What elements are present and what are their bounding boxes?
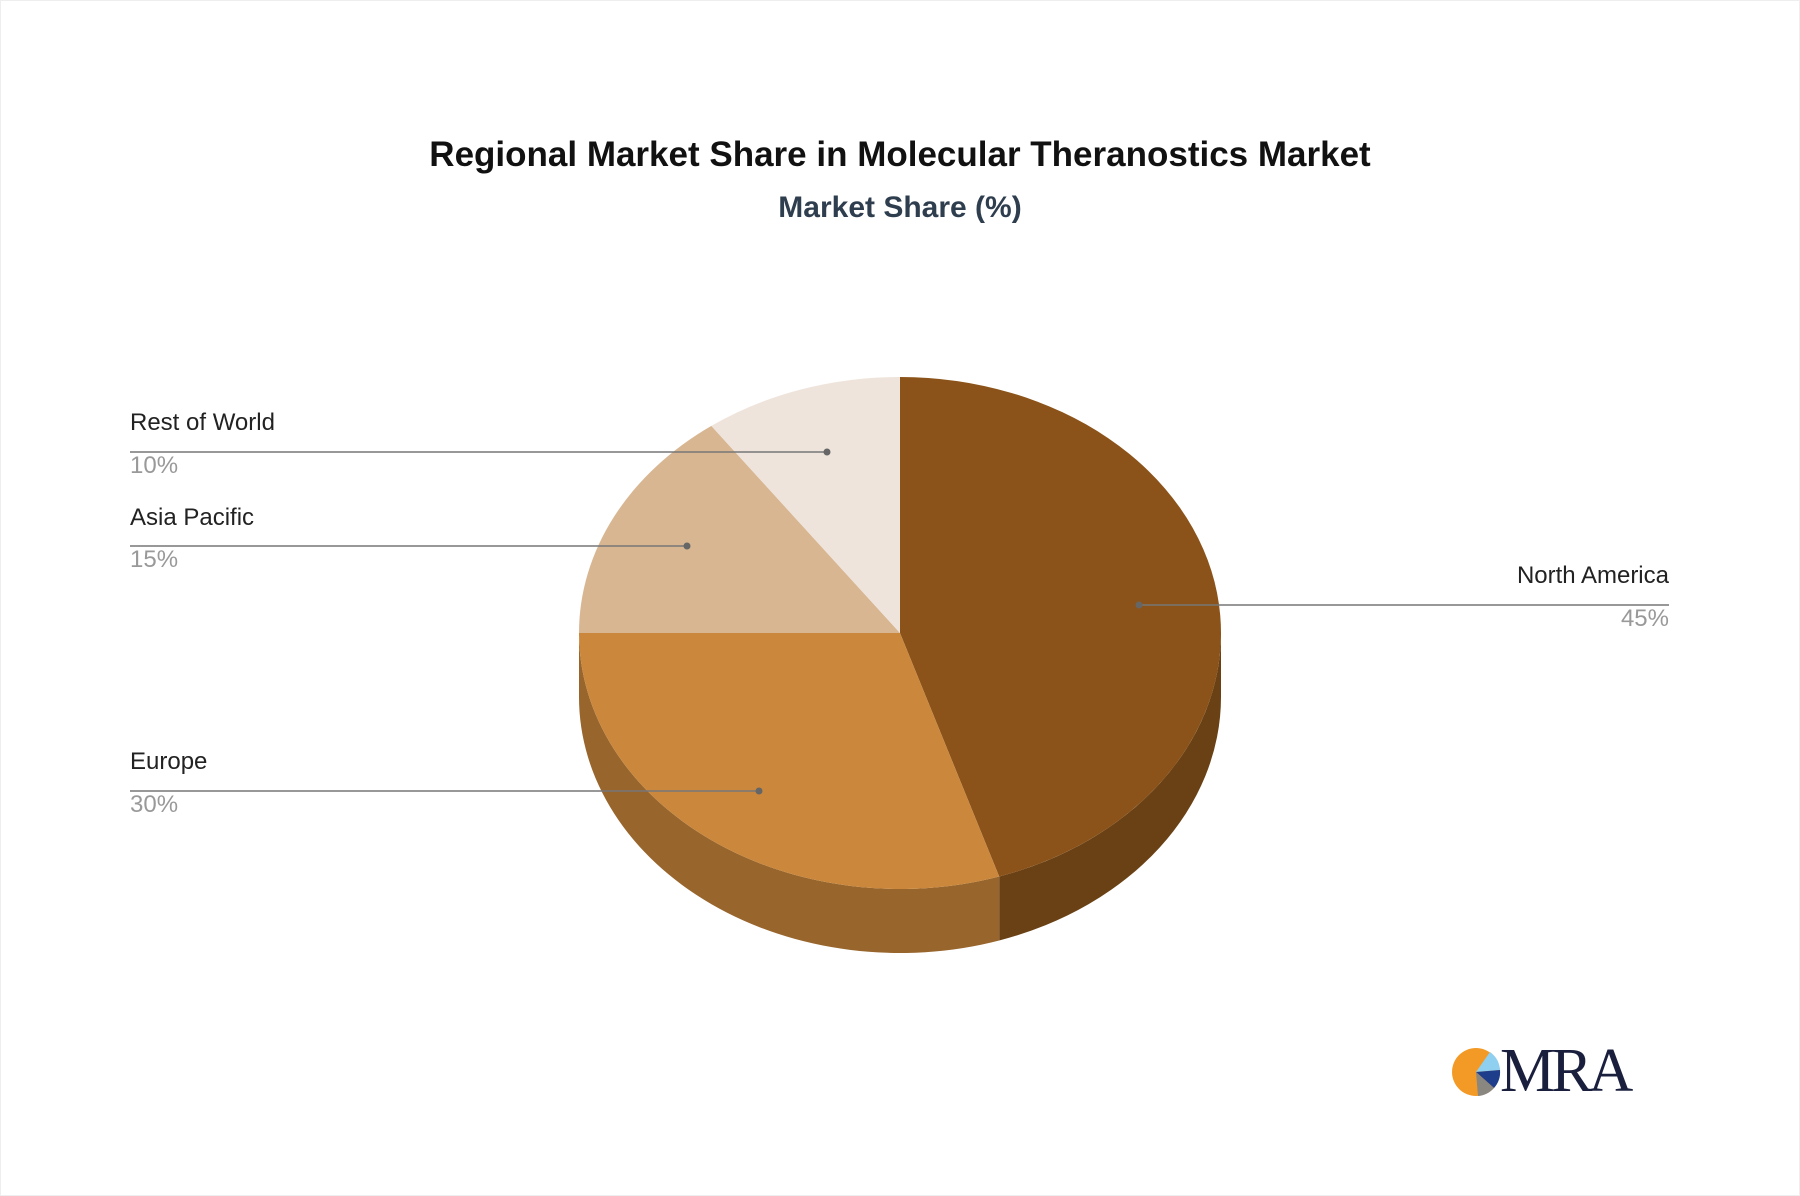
leader-dot-asia-pacific <box>683 542 691 550</box>
pie-slice-rest-of-world[interactable] <box>711 377 900 633</box>
mra-logo: MRA <box>1450 1037 1640 1105</box>
slice-value-rest-of-world: 10% <box>130 452 178 479</box>
pie-slice-north-america[interactable] <box>900 377 1221 877</box>
chart-subtitle: Market Share (%) <box>778 191 1022 224</box>
slice-value-north-america: 45% <box>1621 605 1669 632</box>
logo-text: MRA <box>1500 1037 1633 1105</box>
logo-pie-icon <box>1452 1048 1501 1096</box>
slice-value-europe: 30% <box>130 791 178 818</box>
slice-value-asia-pacific: 15% <box>130 546 178 573</box>
slice-label-europe: Europe <box>130 748 207 775</box>
leader-dot-rest-of-world <box>823 448 831 456</box>
slice-label-north-america: North America <box>1517 562 1670 589</box>
slice-label-asia-pacific: Asia Pacific <box>130 504 254 531</box>
leader-dot-north-america <box>1135 601 1143 609</box>
pie-slice-europe[interactable] <box>578 633 1000 889</box>
leader-dot-europe <box>755 787 763 795</box>
chart-title: Regional Market Share in Molecular Thera… <box>429 135 1371 174</box>
pie-side-north-america <box>999 633 1221 941</box>
pie-slice-asia-pacific[interactable] <box>579 425 900 633</box>
pie-side-europe <box>578 633 1000 953</box>
slice-label-rest-of-world: Rest of World <box>130 409 275 436</box>
